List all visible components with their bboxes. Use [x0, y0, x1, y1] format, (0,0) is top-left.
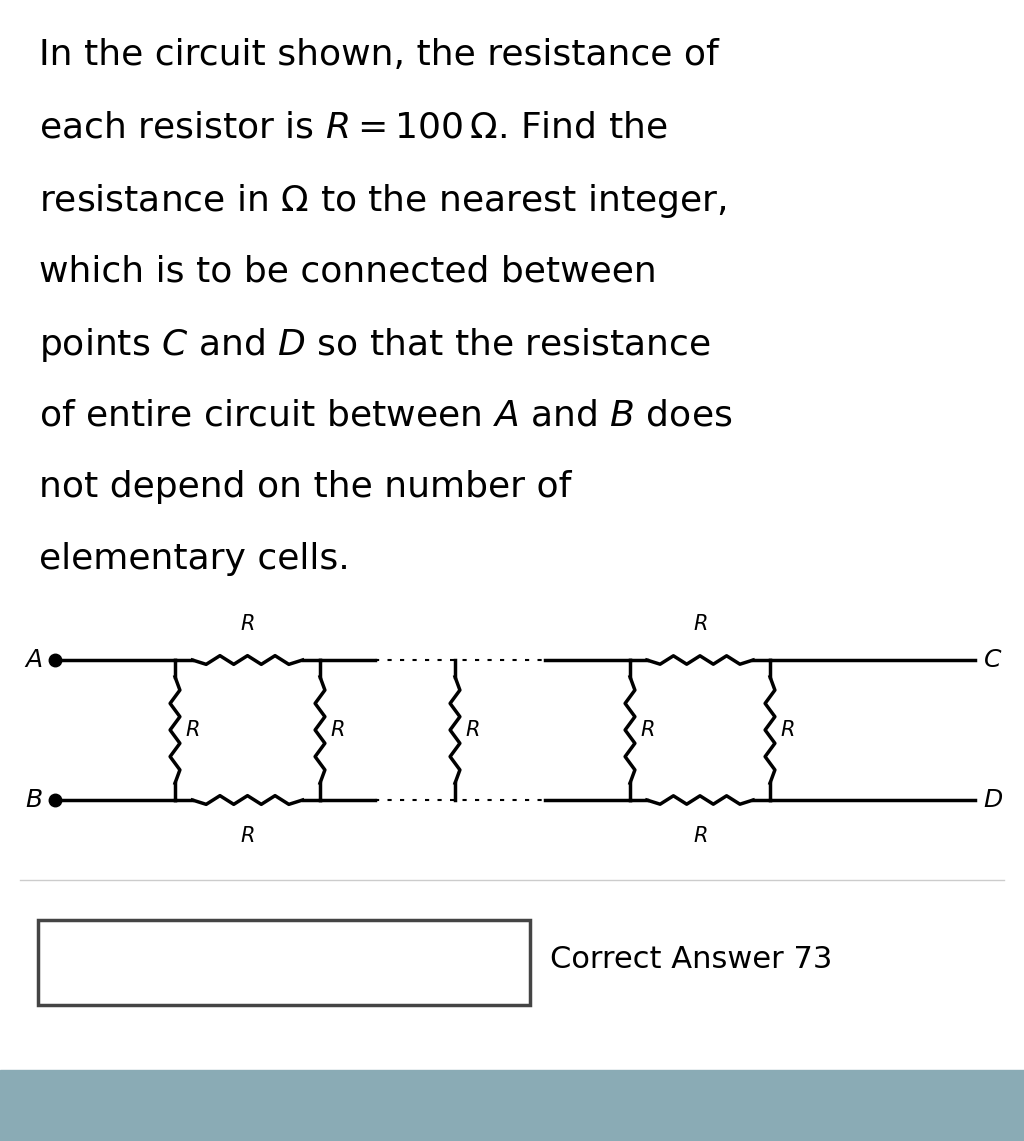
Text: $R$: $R$: [780, 720, 795, 741]
Bar: [0, 1070, 1024, 1141]
Bar: [38, 920, 530, 1005]
Text: points $C$ and $D$ so that the resistance: points $C$ and $D$ so that the resistanc…: [39, 326, 711, 364]
Text: $R$: $R$: [185, 720, 200, 741]
Text: which is to be connected between: which is to be connected between: [39, 254, 656, 288]
Text: Correct Answer 73: Correct Answer 73: [550, 946, 833, 974]
Text: not depend on the number of: not depend on the number of: [39, 470, 571, 504]
Text: of entire circuit between $A$ and $B$ does: of entire circuit between $A$ and $B$ do…: [39, 398, 732, 432]
Text: $R$: $R$: [241, 614, 255, 634]
Text: $R$: $R$: [330, 720, 344, 741]
Text: $R$: $R$: [640, 720, 654, 741]
Text: $R$: $R$: [241, 826, 255, 845]
Text: $A$: $A$: [25, 648, 43, 672]
Text: each resistor is $R = 100\,\Omega$. Find the: each resistor is $R = 100\,\Omega$. Find…: [39, 110, 668, 144]
Text: In the circuit shown, the resistance of: In the circuit shown, the resistance of: [39, 38, 719, 72]
Text: resistance in $\Omega$ to the nearest integer,: resistance in $\Omega$ to the nearest in…: [39, 183, 727, 220]
Text: $B$: $B$: [26, 788, 43, 812]
Text: $R$: $R$: [692, 826, 708, 845]
Text: $R$: $R$: [465, 720, 479, 741]
Text: elementary cells.: elementary cells.: [39, 542, 349, 576]
Text: $D$: $D$: [983, 788, 1004, 812]
Text: $C$: $C$: [983, 648, 1002, 672]
Text: $R$: $R$: [692, 614, 708, 634]
